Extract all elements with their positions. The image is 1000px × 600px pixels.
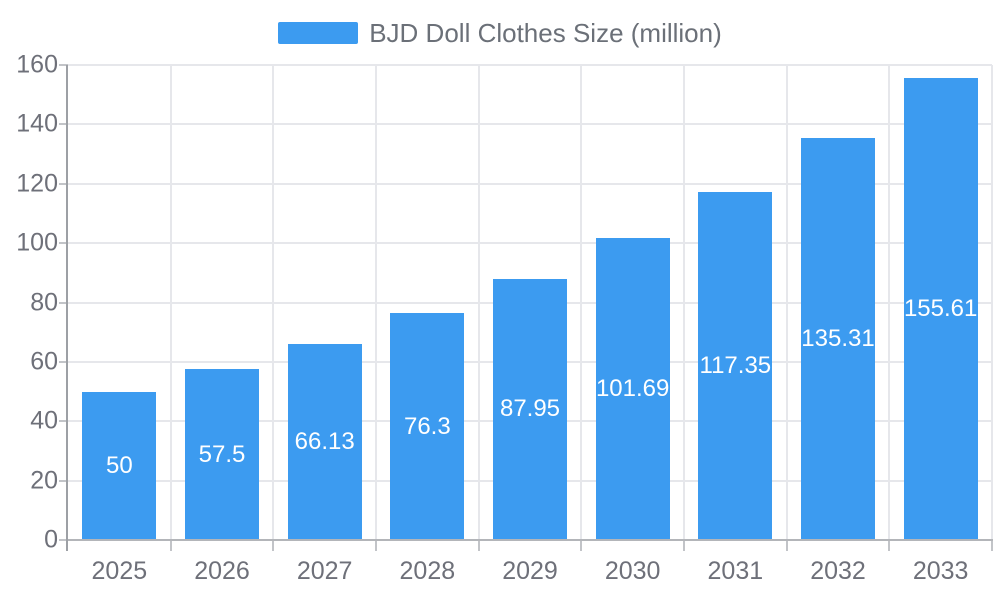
x-axis-tick	[580, 541, 583, 551]
y-axis-tick	[59, 301, 68, 304]
bar-value-label: 101.69	[595, 375, 670, 403]
gridline-vertical	[991, 65, 993, 539]
x-axis-tick	[375, 541, 377, 551]
legend-label: BJD Doll Clothes Size (million)	[369, 18, 722, 48]
gridline-horizontal	[68, 123, 992, 126]
x-axis-tick	[477, 541, 480, 551]
bar-value-label: 87.95	[499, 395, 561, 423]
bar-2026[interactable]: 57.5	[185, 369, 259, 540]
y-axis-tick-label: 80	[30, 288, 58, 316]
gridline-vertical	[785, 65, 788, 539]
y-axis-tick-label: 140	[16, 109, 58, 138]
x-axis-tick-label: 2030	[604, 557, 661, 585]
x-axis-tick-label: 2033	[912, 557, 969, 585]
y-axis-tick	[59, 123, 68, 126]
bar-2031[interactable]: 117.35	[698, 191, 773, 540]
y-axis-tick-label: 160	[16, 50, 58, 79]
bar-value-label: 66.13	[294, 427, 355, 455]
bar-2025[interactable]: 50	[82, 391, 157, 540]
gridline-vertical	[477, 65, 480, 539]
y-axis-tick	[59, 64, 68, 66]
x-axis-tick-label: 2025	[91, 557, 148, 585]
x-axis-tick	[991, 541, 993, 551]
y-axis-tick-label: 0	[44, 525, 58, 554]
x-axis-tick-label: 2029	[502, 557, 558, 585]
bar-value-label: 50	[105, 451, 133, 479]
bar-value-label: 155.61	[903, 295, 978, 322]
y-axis-tick	[59, 420, 68, 423]
bar-value-label: 76.3	[403, 412, 451, 440]
bar-2033[interactable]: 155.61	[903, 78, 978, 540]
bar-2029[interactable]: 87.95	[493, 278, 567, 540]
y-axis-tick-label: 20	[30, 466, 58, 495]
y-axis-tick	[59, 479, 68, 482]
gridline-vertical	[580, 65, 583, 539]
x-axis-tick	[169, 541, 172, 551]
y-axis-tick-label: 100	[16, 228, 58, 257]
gridline-vertical	[683, 65, 685, 539]
x-axis-tick	[272, 541, 275, 551]
x-axis-tick-label: 2031	[707, 557, 764, 585]
x-axis-tick-label: 2028	[399, 557, 456, 585]
x-axis-tick-label: 2027	[296, 557, 353, 585]
bar-value-label: 57.5	[198, 440, 246, 468]
x-axis-tick	[683, 541, 685, 551]
y-axis-tick	[59, 539, 68, 541]
bar-value-label: 117.35	[699, 351, 772, 379]
y-axis-tick	[59, 182, 68, 185]
x-axis-tick-label: 2032	[810, 557, 866, 585]
x-axis-tick	[785, 541, 788, 551]
bar-2032[interactable]: 135.31	[801, 138, 875, 540]
gridline-vertical	[888, 65, 891, 539]
gridline-vertical	[375, 65, 377, 539]
y-axis-tick-label: 120	[16, 169, 58, 198]
bar-value-label: 135.31	[801, 325, 875, 353]
y-axis-tick-label: 60	[30, 347, 58, 376]
x-axis-tick-label: 2026	[194, 557, 250, 585]
gridline-horizontal	[68, 182, 992, 185]
bar-2030[interactable]: 101.69	[595, 238, 670, 540]
y-axis-tick	[59, 360, 68, 363]
legend-swatch-icon	[278, 22, 359, 44]
x-axis-tick	[888, 541, 891, 551]
bar-2027[interactable]: 66.13	[287, 343, 362, 540]
gridline-vertical	[272, 65, 275, 539]
legend-item[interactable]: BJD Doll Clothes Size (million)	[0, 20, 1000, 46]
y-axis-line	[66, 65, 68, 551]
x-axis-line	[66, 539, 993, 541]
bar-2028[interactable]: 76.3	[390, 313, 465, 540]
gridline-horizontal	[68, 242, 992, 245]
y-axis-tick	[59, 242, 68, 245]
gridline-horizontal	[68, 64, 992, 66]
y-axis-tick-label: 40	[30, 406, 58, 435]
gridline-vertical	[169, 65, 172, 539]
